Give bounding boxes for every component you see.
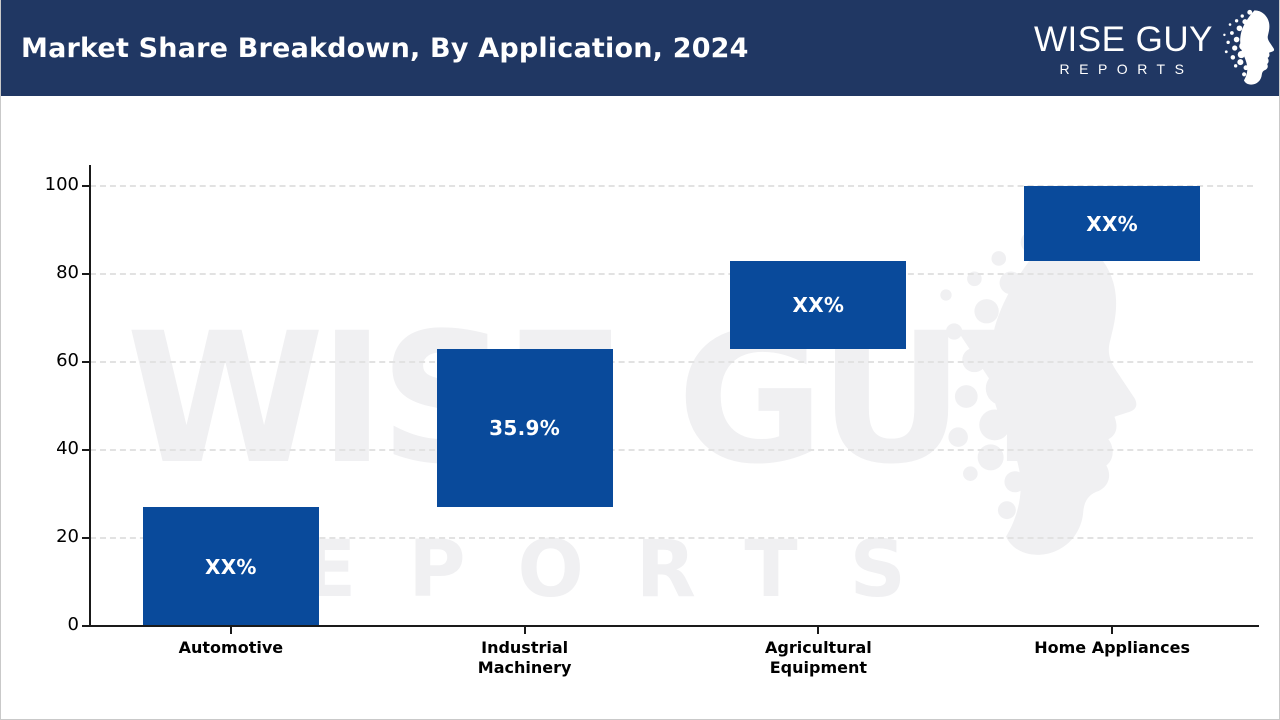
y-tick-mark-40 bbox=[82, 449, 89, 451]
bar-segment: XX% bbox=[730, 261, 907, 350]
y-axis-line bbox=[89, 165, 91, 627]
watermark-head-icon bbox=[916, 231, 1137, 555]
x-tick-mark bbox=[1111, 627, 1114, 634]
bar-value-label: XX% bbox=[1086, 211, 1139, 236]
y-tick-mark-80 bbox=[82, 273, 89, 275]
y-tick-mark-60 bbox=[82, 361, 89, 363]
bar-segment: XX% bbox=[1024, 186, 1201, 262]
x-category-label: Automotive bbox=[178, 638, 284, 657]
bar-value-label: XX% bbox=[204, 554, 257, 579]
y-tick-mark-0 bbox=[82, 625, 89, 627]
x-category-label: Home Appliances bbox=[1034, 638, 1191, 657]
gridline-80 bbox=[90, 273, 1253, 275]
y-tick-label-20: 20 bbox=[56, 526, 79, 547]
logo-text: WISE GUY REPORTS bbox=[1034, 20, 1213, 77]
x-tick-mark bbox=[523, 627, 526, 634]
gridline-60 bbox=[90, 361, 1253, 363]
wise-guy-head-icon bbox=[1223, 9, 1275, 85]
chart-title: Market Share Breakdown, By Application, … bbox=[21, 32, 749, 64]
y-tick-label-100: 100 bbox=[44, 174, 79, 195]
y-tick-label-0: 0 bbox=[67, 614, 79, 635]
gridline-40 bbox=[90, 449, 1253, 451]
y-tick-mark-20 bbox=[82, 537, 89, 539]
x-category-label: Agricultural Equipment bbox=[764, 638, 872, 678]
x-tick-mark bbox=[229, 627, 232, 634]
bar-value-label: 35.9% bbox=[489, 416, 561, 441]
bar-value-label: XX% bbox=[792, 293, 845, 318]
y-tick-label-60: 60 bbox=[56, 350, 79, 371]
x-axis-line bbox=[89, 625, 1259, 627]
gridline-20 bbox=[90, 537, 1253, 539]
header-bar: Market Share Breakdown, By Application, … bbox=[1, 0, 1279, 96]
x-category-label: Industrial Machinery bbox=[477, 638, 572, 678]
bar-segment: 35.9% bbox=[436, 349, 613, 508]
gridline-100 bbox=[90, 185, 1253, 187]
y-tick-mark-100 bbox=[82, 185, 89, 187]
wise-guy-logo: WISE GUY REPORTS bbox=[1034, 8, 1277, 88]
logo-wordmark: WISE GUY bbox=[1033, 19, 1213, 59]
y-tick-label-40: 40 bbox=[56, 438, 79, 459]
bar-segment: XX% bbox=[142, 507, 319, 626]
logo-subtext: REPORTS bbox=[1059, 60, 1194, 77]
y-tick-label-80: 80 bbox=[56, 262, 79, 283]
x-tick-mark bbox=[817, 627, 820, 634]
